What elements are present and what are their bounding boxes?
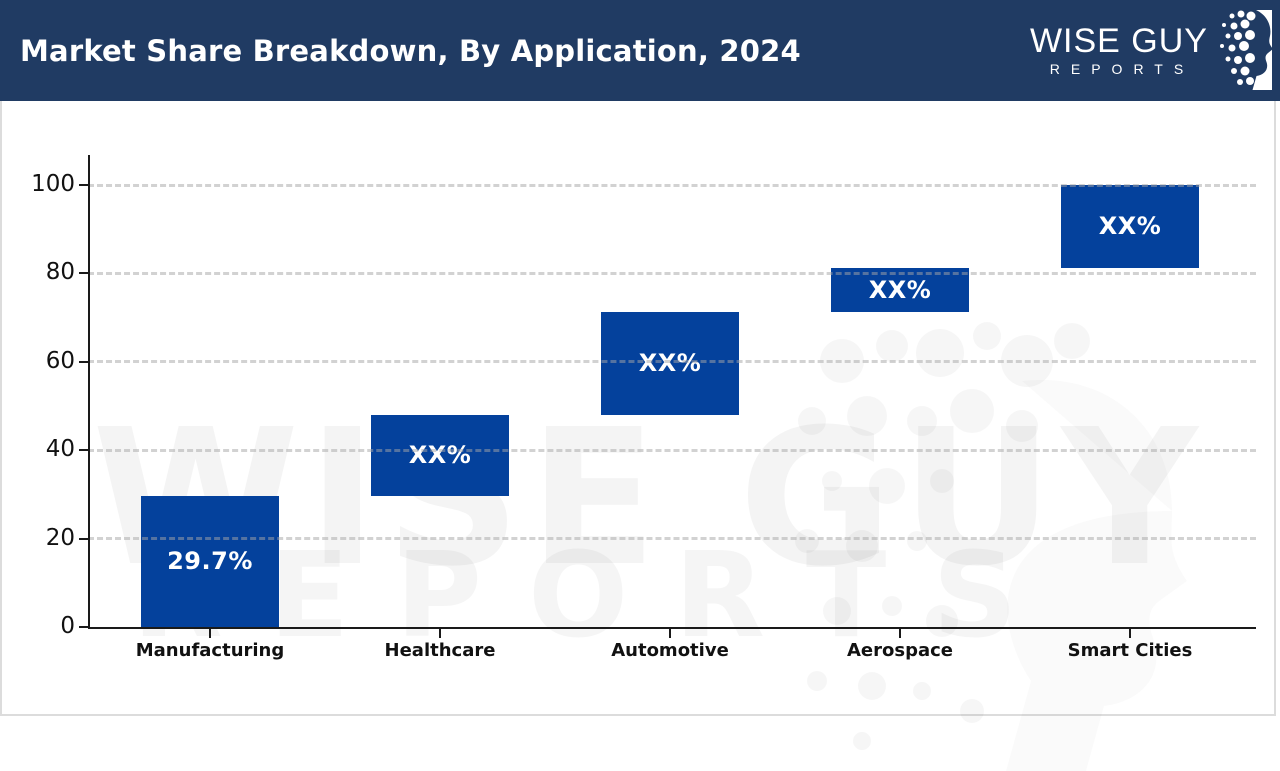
x-axis-category-label: Smart Cities xyxy=(1067,640,1193,661)
y-axis-tick xyxy=(79,184,88,186)
y-axis-tick-label: 60 xyxy=(45,347,75,374)
bar-value-label: XX% xyxy=(868,275,932,304)
page-title: Market Share Breakdown, By Application, … xyxy=(20,33,801,68)
y-axis-tick-label: 40 xyxy=(45,436,75,463)
bar-automotive: XX% xyxy=(601,311,739,415)
y-axis-tick xyxy=(79,272,88,275)
gridline-60 xyxy=(88,360,1256,364)
y-axis-tick xyxy=(79,360,88,363)
y-axis-tick-label: 100 xyxy=(31,171,75,197)
x-axis-tick xyxy=(1129,629,1131,638)
x-axis-category-label: Manufacturing xyxy=(135,640,285,661)
x-axis-tick xyxy=(899,629,901,638)
x-axis-line xyxy=(88,627,1256,629)
y-axis-tick-label: 20 xyxy=(45,524,75,551)
logo-subtitle: REPORTS xyxy=(1049,61,1195,78)
bar-manufacturing: 29.7% xyxy=(141,495,279,627)
x-axis-tick xyxy=(669,629,671,638)
wiseguy-logo: WISE GUY REPORTS xyxy=(1030,0,1272,101)
y-axis-tick-label: 0 xyxy=(60,613,75,639)
bar-value-label: 29.7% xyxy=(167,547,253,576)
y-axis-tick xyxy=(79,449,88,452)
gridline-20 xyxy=(88,537,1256,541)
x-axis-tick xyxy=(209,629,211,638)
gridline-80 xyxy=(88,271,1256,275)
bar-value-label: XX% xyxy=(408,441,472,470)
x-axis-category-label: Aerospace xyxy=(846,640,953,661)
y-axis-tick-label: 80 xyxy=(45,259,75,286)
x-axis-category-label: Healthcare xyxy=(384,640,496,661)
bar-healthcare: XX% xyxy=(371,414,509,496)
wiseguy-logo-text: WISE GUY REPORTS xyxy=(1029,21,1208,78)
wiseguy-logo-face-icon xyxy=(1220,9,1272,90)
logo-wordmark: WISE GUY xyxy=(1029,21,1208,60)
bar-value-label: XX% xyxy=(1098,212,1162,241)
bar-smart-cities: XX% xyxy=(1061,185,1199,268)
header-bar: Market Share Breakdown, By Application, … xyxy=(0,0,1280,101)
y-axis-tick xyxy=(79,626,88,628)
y-axis-line xyxy=(88,155,90,629)
x-axis-category-label: Automotive xyxy=(611,640,729,661)
x-axis-tick xyxy=(439,629,441,638)
gridline-40 xyxy=(88,448,1256,452)
bar-value-label: XX% xyxy=(638,349,702,378)
bar-aerospace: XX% xyxy=(831,267,969,312)
y-axis-tick xyxy=(79,537,88,540)
gridline-100 xyxy=(88,183,1256,187)
